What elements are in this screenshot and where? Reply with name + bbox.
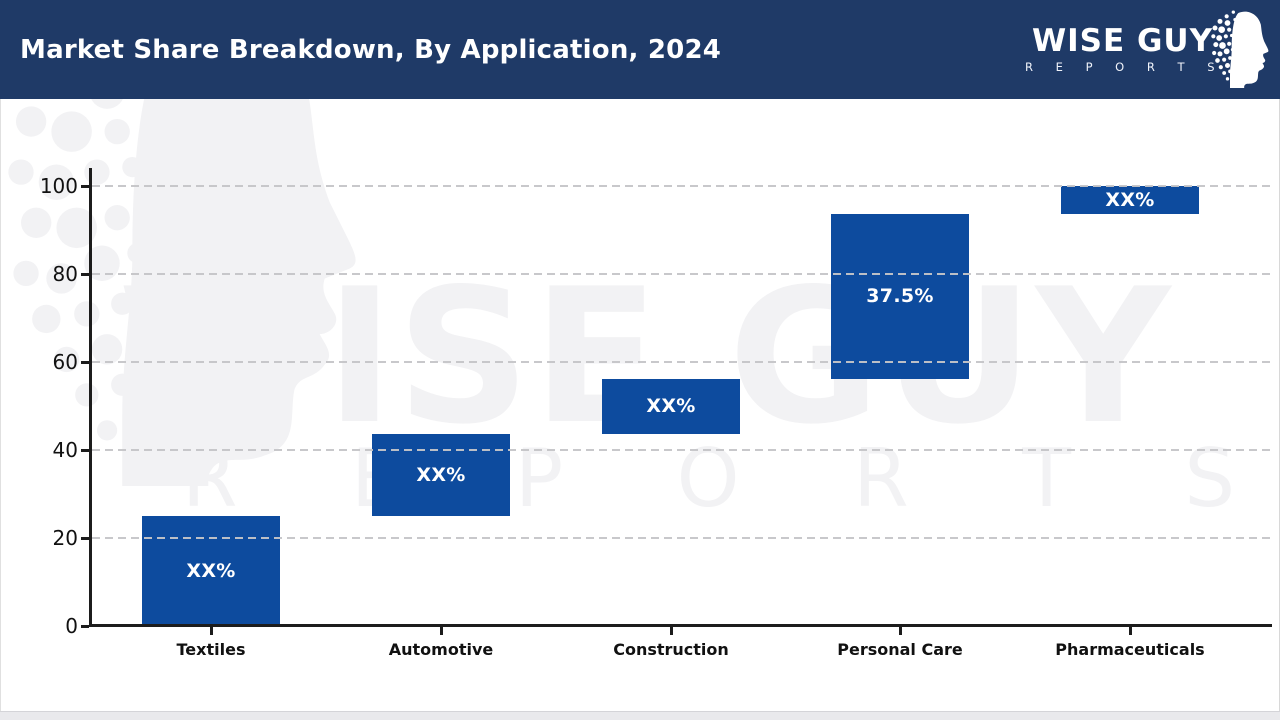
- x-tick-mark: [440, 627, 443, 635]
- gridline-40: [92, 449, 1272, 451]
- brand-logo: WISE GUY R E P O R T S: [1021, 8, 1280, 92]
- x-tick-mark: [670, 627, 673, 635]
- bar-value-label: XX%: [416, 463, 466, 486]
- y-axis-line: [89, 168, 92, 627]
- bar-value-label: 37.5%: [866, 285, 934, 307]
- x-tick-mark: [210, 627, 213, 635]
- bar-value-label: XX%: [186, 560, 236, 582]
- y-tick-mark: [81, 185, 89, 188]
- brand-subtitle: R E P O R T S: [1025, 60, 1224, 75]
- category-label: Automotive: [388, 640, 494, 659]
- page-title: Market Share Breakdown, By Application, …: [20, 34, 722, 65]
- bar-construction: XX%: [602, 378, 740, 434]
- y-tick-label: 0: [65, 614, 78, 638]
- y-tick-mark: [81, 537, 89, 540]
- gridline-20: [92, 537, 1272, 539]
- face-logo-icon: [1210, 8, 1270, 92]
- y-tick-mark: [81, 273, 89, 276]
- y-tick-label: 100: [39, 174, 78, 198]
- category-label: Textiles: [176, 640, 246, 659]
- x-tick-mark: [1129, 627, 1132, 635]
- y-tick-label: 40: [52, 438, 78, 462]
- gridline-60: [92, 361, 1272, 363]
- bar-value-label: XX%: [646, 395, 696, 417]
- brand-logo-text: WISE GUY R E P O R T S: [1021, 25, 1224, 75]
- bar-value-label: XX%: [1105, 188, 1155, 211]
- y-tick-mark: [81, 361, 89, 364]
- bar-automotive: XX%: [372, 433, 510, 516]
- category-label: Personal Care: [837, 640, 963, 659]
- y-tick-label: 20: [52, 526, 78, 550]
- bar-textiles: XX%: [142, 516, 280, 626]
- y-tick-label: 60: [52, 350, 78, 374]
- x-tick-mark: [899, 627, 902, 635]
- category-label: Construction: [613, 640, 729, 659]
- footer-strip: [0, 711, 1280, 720]
- gridline-100: [92, 185, 1272, 187]
- x-axis-line: [89, 624, 1272, 627]
- header-bar: Market Share Breakdown, By Application, …: [0, 0, 1280, 99]
- y-tick-mark: [81, 625, 89, 628]
- bar-personal-care: 37.5%: [831, 213, 969, 379]
- y-tick-mark: [81, 449, 89, 452]
- y-tick-label: 80: [52, 262, 78, 286]
- gridline-80: [92, 273, 1272, 275]
- category-label: Pharmaceuticals: [1055, 640, 1205, 659]
- brand-name: WISE GUY: [1031, 22, 1214, 59]
- bar-pharmaceuticals: XX%: [1061, 186, 1199, 214]
